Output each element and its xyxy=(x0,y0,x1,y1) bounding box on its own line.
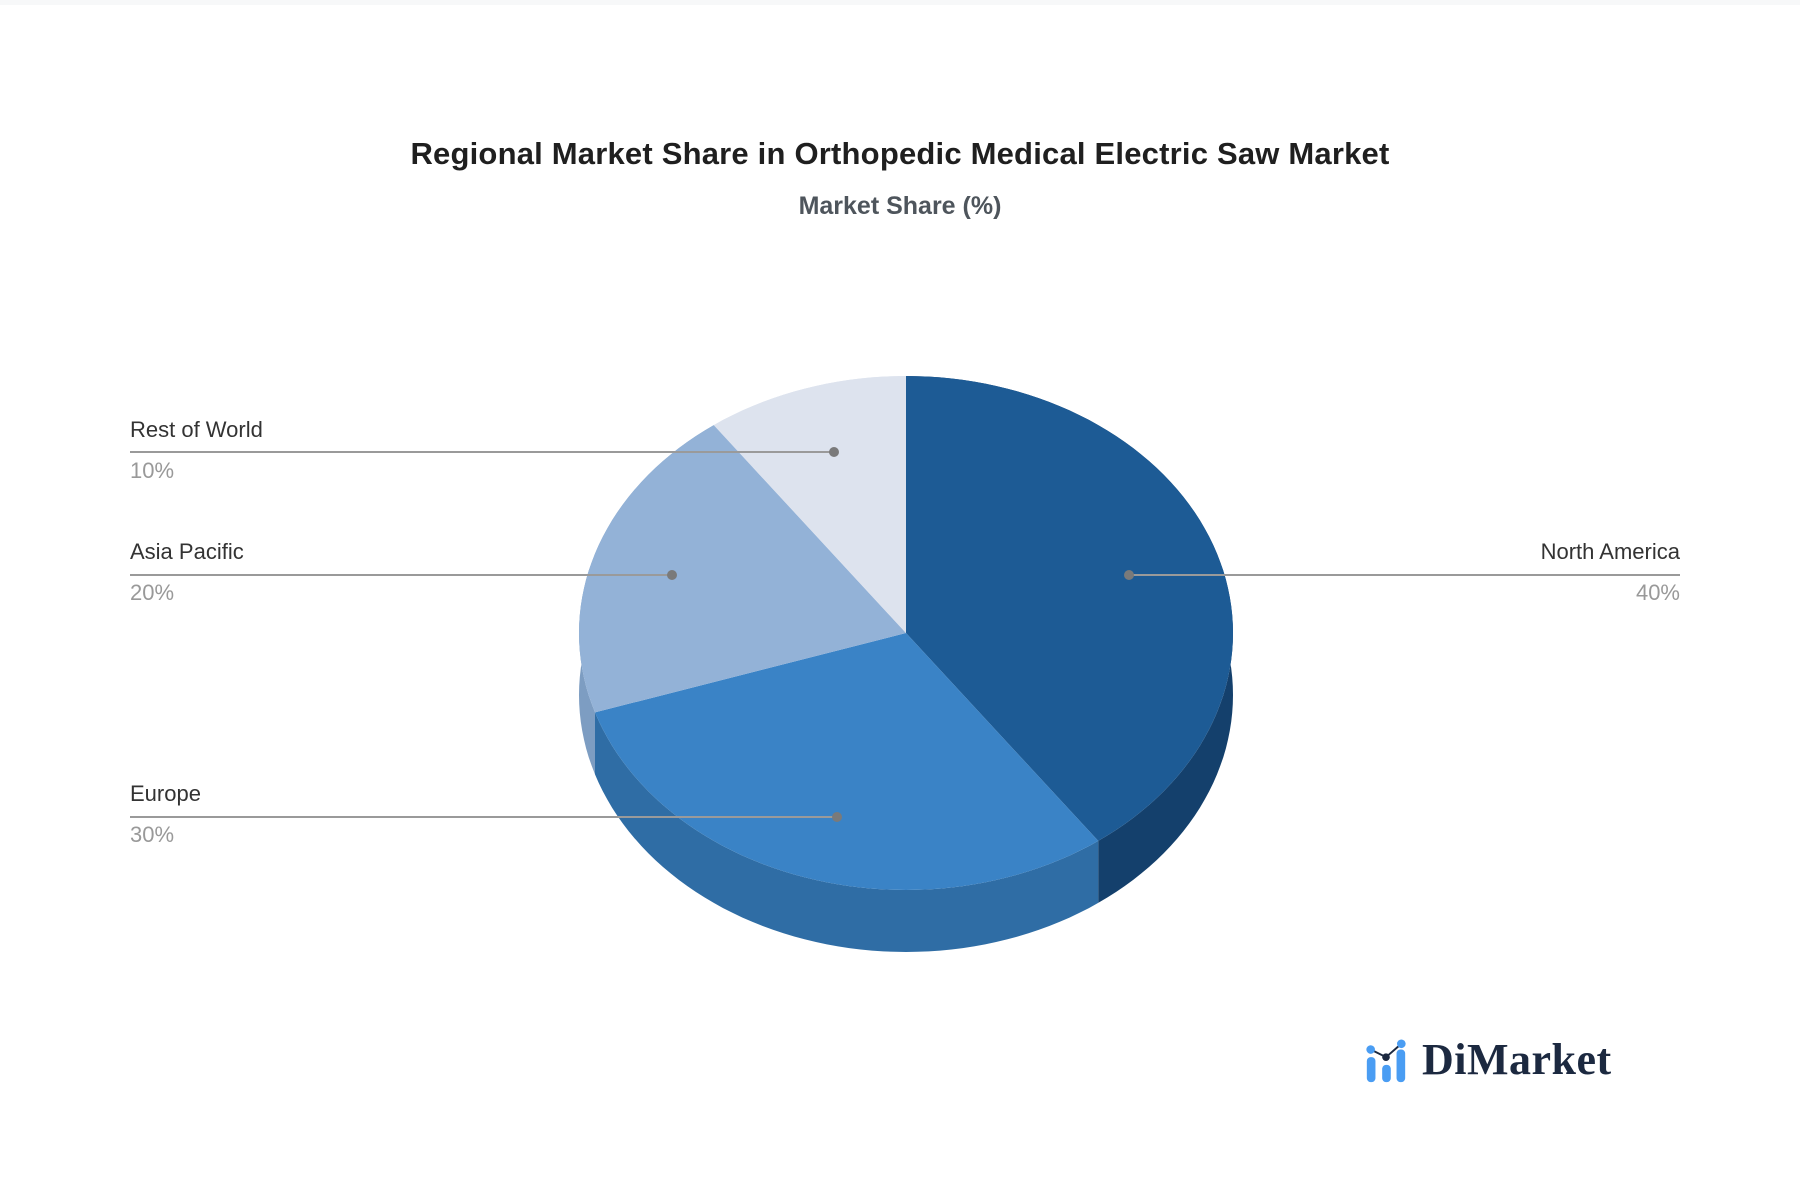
callout-value: 10% xyxy=(130,458,175,483)
brand-name: DiMarket xyxy=(1422,1035,1612,1084)
callout-asia-pacific: Asia Pacific 20% xyxy=(130,541,244,604)
leader-dot-asia-pacific xyxy=(667,570,677,580)
leader-dot-rest-of-world xyxy=(829,447,839,457)
pie-slice-europe[interactable] xyxy=(595,633,1099,890)
callout-label: North America xyxy=(1540,539,1680,564)
brand-logo: DiMarket xyxy=(1365,1036,1612,1084)
callout-value: 30% xyxy=(130,822,175,847)
callout-north-america: North America 40% xyxy=(1541,541,1680,604)
top-strip xyxy=(0,0,1800,5)
leader-dot-europe xyxy=(832,812,842,822)
chart-subtitle: Market Share (%) xyxy=(798,192,1002,220)
pie-slice-north-america[interactable] xyxy=(906,376,1233,841)
callout-label: Rest of World xyxy=(130,417,263,442)
chart-title: Regional Market Share in Orthopedic Medi… xyxy=(410,136,1390,171)
bar-line-chart-icon xyxy=(1366,1039,1406,1083)
leader-dot-north-america xyxy=(1124,570,1134,580)
callout-label: Asia Pacific xyxy=(130,539,244,564)
callout-value: 40% xyxy=(1635,580,1680,605)
pie-slice-side-europe xyxy=(595,712,1099,952)
callout-value: 20% xyxy=(130,580,175,605)
callout-rest-of-world: Rest of World 10% xyxy=(130,419,263,482)
pie-slice-rest-of-world[interactable] xyxy=(713,376,906,633)
callout-label: Europe xyxy=(130,781,201,806)
pie-slice-asia-pacific[interactable] xyxy=(579,425,906,713)
callout-europe: Europe 30% xyxy=(130,783,201,846)
